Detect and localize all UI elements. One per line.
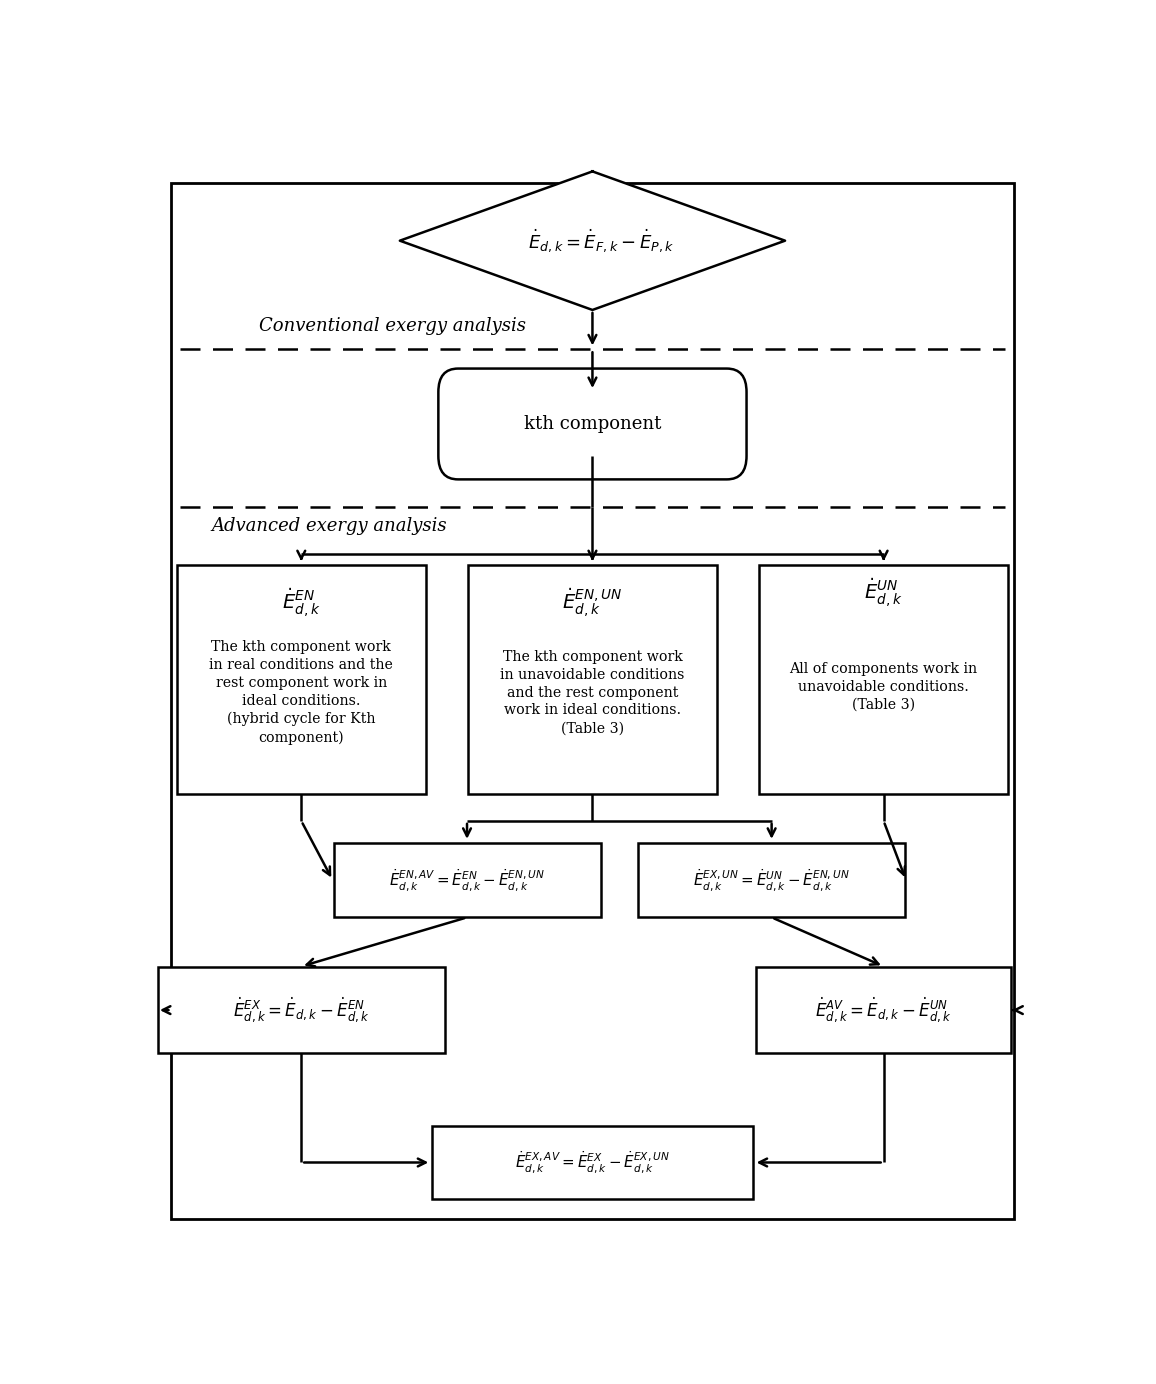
FancyBboxPatch shape [756,967,1012,1053]
Text: The kth component work
in real conditions and the
rest component work in
ideal c: The kth component work in real condition… [209,641,393,745]
FancyBboxPatch shape [468,565,717,794]
Text: $\dot{E}^{EX,UN}_{d,k} = \dot{E}^{UN}_{d,k} - \dot{E}^{EN,UN}_{d,k}$: $\dot{E}^{EX,UN}_{d,k} = \dot{E}^{UN}_{d… [694,868,850,893]
Text: $\dot{E}_{d,k} = \dot{E}_{F,k} - \dot{E}_{P,k}$: $\dot{E}_{d,k} = \dot{E}_{F,k} - \dot{E}… [528,227,675,255]
FancyBboxPatch shape [438,368,747,479]
Text: $\dot{E}^{EN,UN}_{d,k}$: $\dot{E}^{EN,UN}_{d,k}$ [562,587,623,620]
Text: $\dot{E}^{EX,AV}_{d,k} = \dot{E}^{EX}_{d,k} - \dot{E}^{EX,UN}_{d,k}$: $\dot{E}^{EX,AV}_{d,k} = \dot{E}^{EX}_{d… [516,1150,669,1175]
Text: Advanced exergy analysis: Advanced exergy analysis [212,518,447,536]
Text: $\dot{E}^{EN,AV}_{d,k} = \dot{E}^{EN}_{d,k} - \dot{E}^{EN,UN}_{d,k}$: $\dot{E}^{EN,AV}_{d,k} = \dot{E}^{EN}_{d… [388,868,546,893]
FancyBboxPatch shape [638,843,905,918]
FancyBboxPatch shape [171,183,1014,1219]
Text: Conventional exergy analysis: Conventional exergy analysis [259,317,526,335]
Text: $\dot{E}^{EX}_{d,k} = \dot{E}_{d,k} - \dot{E}^{EN}_{d,k}$: $\dot{E}^{EX}_{d,k} = \dot{E}_{d,k} - \d… [234,995,370,1024]
Text: $\dot{E}^{EN}_{d,k}$: $\dot{E}^{EN}_{d,k}$ [282,587,320,620]
Text: $\dot{E}^{AV}_{d,k} = \dot{E}_{d,k} - \dot{E}^{UN}_{d,k}$: $\dot{E}^{AV}_{d,k} = \dot{E}_{d,k} - \d… [815,995,951,1024]
Polygon shape [400,172,785,310]
FancyBboxPatch shape [334,843,600,918]
FancyBboxPatch shape [432,1127,753,1199]
Text: kth component: kth component [524,415,661,433]
FancyBboxPatch shape [759,565,1008,794]
FancyBboxPatch shape [177,565,425,794]
Text: All of components work in
unavoidable conditions.
(Table 3): All of components work in unavoidable co… [790,663,978,711]
Text: $\dot{E}^{UN}_{d,k}$: $\dot{E}^{UN}_{d,k}$ [865,576,903,609]
Text: The kth component work
in unavoidable conditions
and the rest component
work in : The kth component work in unavoidable co… [501,650,684,735]
FancyBboxPatch shape [158,967,445,1053]
